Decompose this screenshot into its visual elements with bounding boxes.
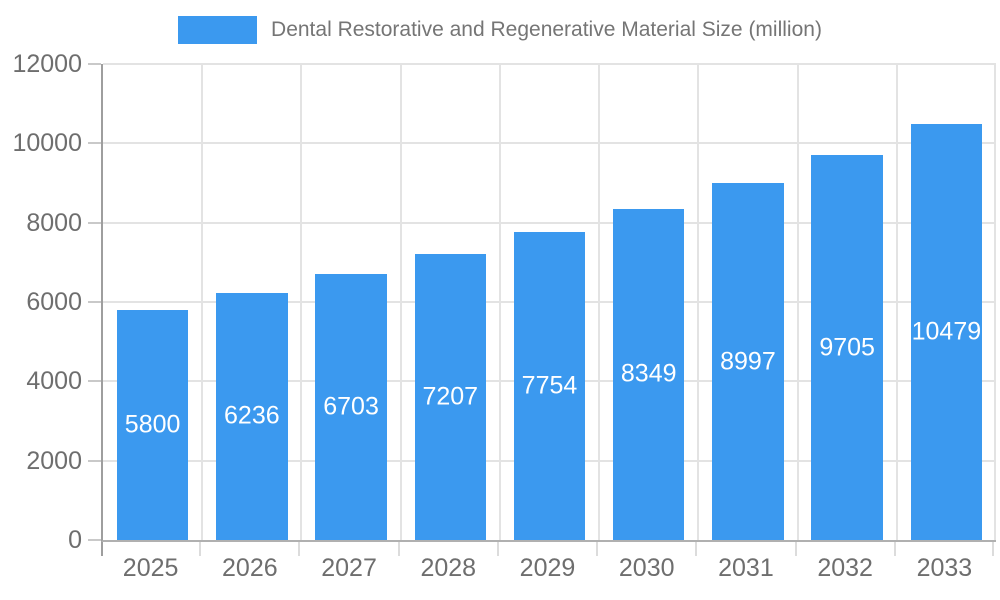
bar-2029[interactable]: 7754 xyxy=(513,232,586,540)
bar-2026[interactable]: 6236 xyxy=(216,292,288,540)
y-tick-mark-4000 xyxy=(88,380,101,383)
gridline-x-9 xyxy=(994,64,996,540)
y-tick-label-12000: 12000 xyxy=(12,50,82,78)
gridline-x-7 xyxy=(796,64,799,540)
gridline-x-6 xyxy=(697,64,700,540)
gridline-x-8 xyxy=(895,64,898,540)
gridline-x-2 xyxy=(300,64,303,540)
y-tick-label-2000: 2000 xyxy=(26,446,82,475)
x-boundary-tick-5 xyxy=(596,542,599,556)
y-tick-mark-10000 xyxy=(88,142,101,145)
y-axis-labels: 0 2000 4000 6000 8000 10000 12000 xyxy=(0,50,86,554)
gridline-x-1 xyxy=(201,64,204,540)
x-boundary-tick-7 xyxy=(794,542,797,556)
bar-value-label-2030: 8349 xyxy=(620,359,677,388)
y-tick-mark-0 xyxy=(88,539,101,541)
x-boundary-tick-1 xyxy=(199,542,202,556)
bar-value-label-2031: 8997 xyxy=(720,347,776,376)
gridline-y-8000 xyxy=(103,221,996,224)
bar-column-2031: 8997 xyxy=(698,64,797,540)
bar-column-2033: 10479 xyxy=(897,64,996,540)
chart-legend: Dental Restorative and Regenerative Mate… xyxy=(0,13,1000,47)
y-tick-mark-2000 xyxy=(88,459,101,462)
y-tick-label-8000: 8000 xyxy=(26,208,82,237)
x-axis-labels: 2025 2026 2027 2028 2029 2030 2031 2032 2033 xyxy=(101,552,994,584)
x-boundary-tick-3 xyxy=(397,542,400,556)
bar-value-label-2032: 9705 xyxy=(819,333,875,362)
x-tick-label-2032: 2032 xyxy=(817,554,873,582)
bar-2033[interactable]: 10479 xyxy=(910,124,983,540)
bar-2032[interactable]: 9705 xyxy=(811,155,883,540)
x-boundary-tick-4 xyxy=(496,542,499,556)
bar-column-2025: 5800 xyxy=(103,64,202,540)
gridline-x-3 xyxy=(399,64,402,540)
bar-value-label-2028: 7207 xyxy=(422,382,479,411)
y-tick-mark-12000 xyxy=(88,63,101,65)
y-tick-label-10000: 10000 xyxy=(12,129,82,158)
y-axis-ticks xyxy=(88,63,101,541)
bar-column-2029: 7754 xyxy=(500,64,599,540)
gridline-y-10000 xyxy=(103,142,996,145)
x-boundary-tick-8 xyxy=(893,542,896,556)
bar-2031[interactable]: 8997 xyxy=(712,183,784,540)
gridline-x-5 xyxy=(598,64,601,540)
legend-swatch[interactable] xyxy=(178,16,258,44)
x-tick-label-2027: 2027 xyxy=(321,554,377,582)
gridline-x-4 xyxy=(498,64,501,540)
x-tick-label-2026: 2026 xyxy=(222,554,278,582)
bar-value-label-2029: 7754 xyxy=(521,371,578,400)
bar-value-label-2025: 5800 xyxy=(124,410,181,439)
bar-column-2028: 7207 xyxy=(401,64,500,540)
y-tick-label-0: 0 xyxy=(68,526,82,554)
x-axis-boundary-ticks xyxy=(101,542,994,556)
x-tick-label-2029: 2029 xyxy=(519,554,576,582)
bar-column-2030: 8349 xyxy=(599,64,698,540)
y-tick-label-4000: 4000 xyxy=(26,367,82,396)
bar-value-label-2026: 6236 xyxy=(224,401,280,430)
plot-area: 5800 6236 6703 7207 7754 8349 8997 9705 10479 xyxy=(101,63,996,542)
y-tick-mark-6000 xyxy=(88,301,101,303)
x-tick-label-2028: 2028 xyxy=(420,554,477,582)
legend-label[interactable]: Dental Restorative and Regenerative Mate… xyxy=(271,18,822,41)
x-boundary-tick-6 xyxy=(695,542,698,556)
x-boundary-tick-2 xyxy=(298,542,301,556)
y-axis-overhang xyxy=(101,542,103,556)
x-tick-label-2030: 2030 xyxy=(618,554,675,582)
bar-value-label-2033: 10479 xyxy=(911,317,982,346)
bar-column-2027: 6703 xyxy=(301,64,400,540)
y-tick-mark-8000 xyxy=(88,221,101,224)
bar-column-2026: 6236 xyxy=(202,64,301,540)
gridline-y-12000 xyxy=(103,63,996,65)
bar-2028[interactable]: 7207 xyxy=(414,254,486,540)
x-tick-label-2025: 2025 xyxy=(122,554,179,582)
bar-value-label-2027: 6703 xyxy=(323,392,379,421)
bar-2027[interactable]: 6703 xyxy=(315,274,387,540)
x-tick-label-2033: 2033 xyxy=(916,554,973,582)
bar-2025[interactable]: 5800 xyxy=(116,309,189,540)
x-tick-label-2031: 2031 xyxy=(718,554,774,582)
y-tick-label-6000: 6000 xyxy=(26,288,82,316)
bar-2030[interactable]: 8349 xyxy=(613,208,685,540)
x-boundary-tick-9 xyxy=(992,542,994,556)
bar-column-2032: 9705 xyxy=(798,64,897,540)
